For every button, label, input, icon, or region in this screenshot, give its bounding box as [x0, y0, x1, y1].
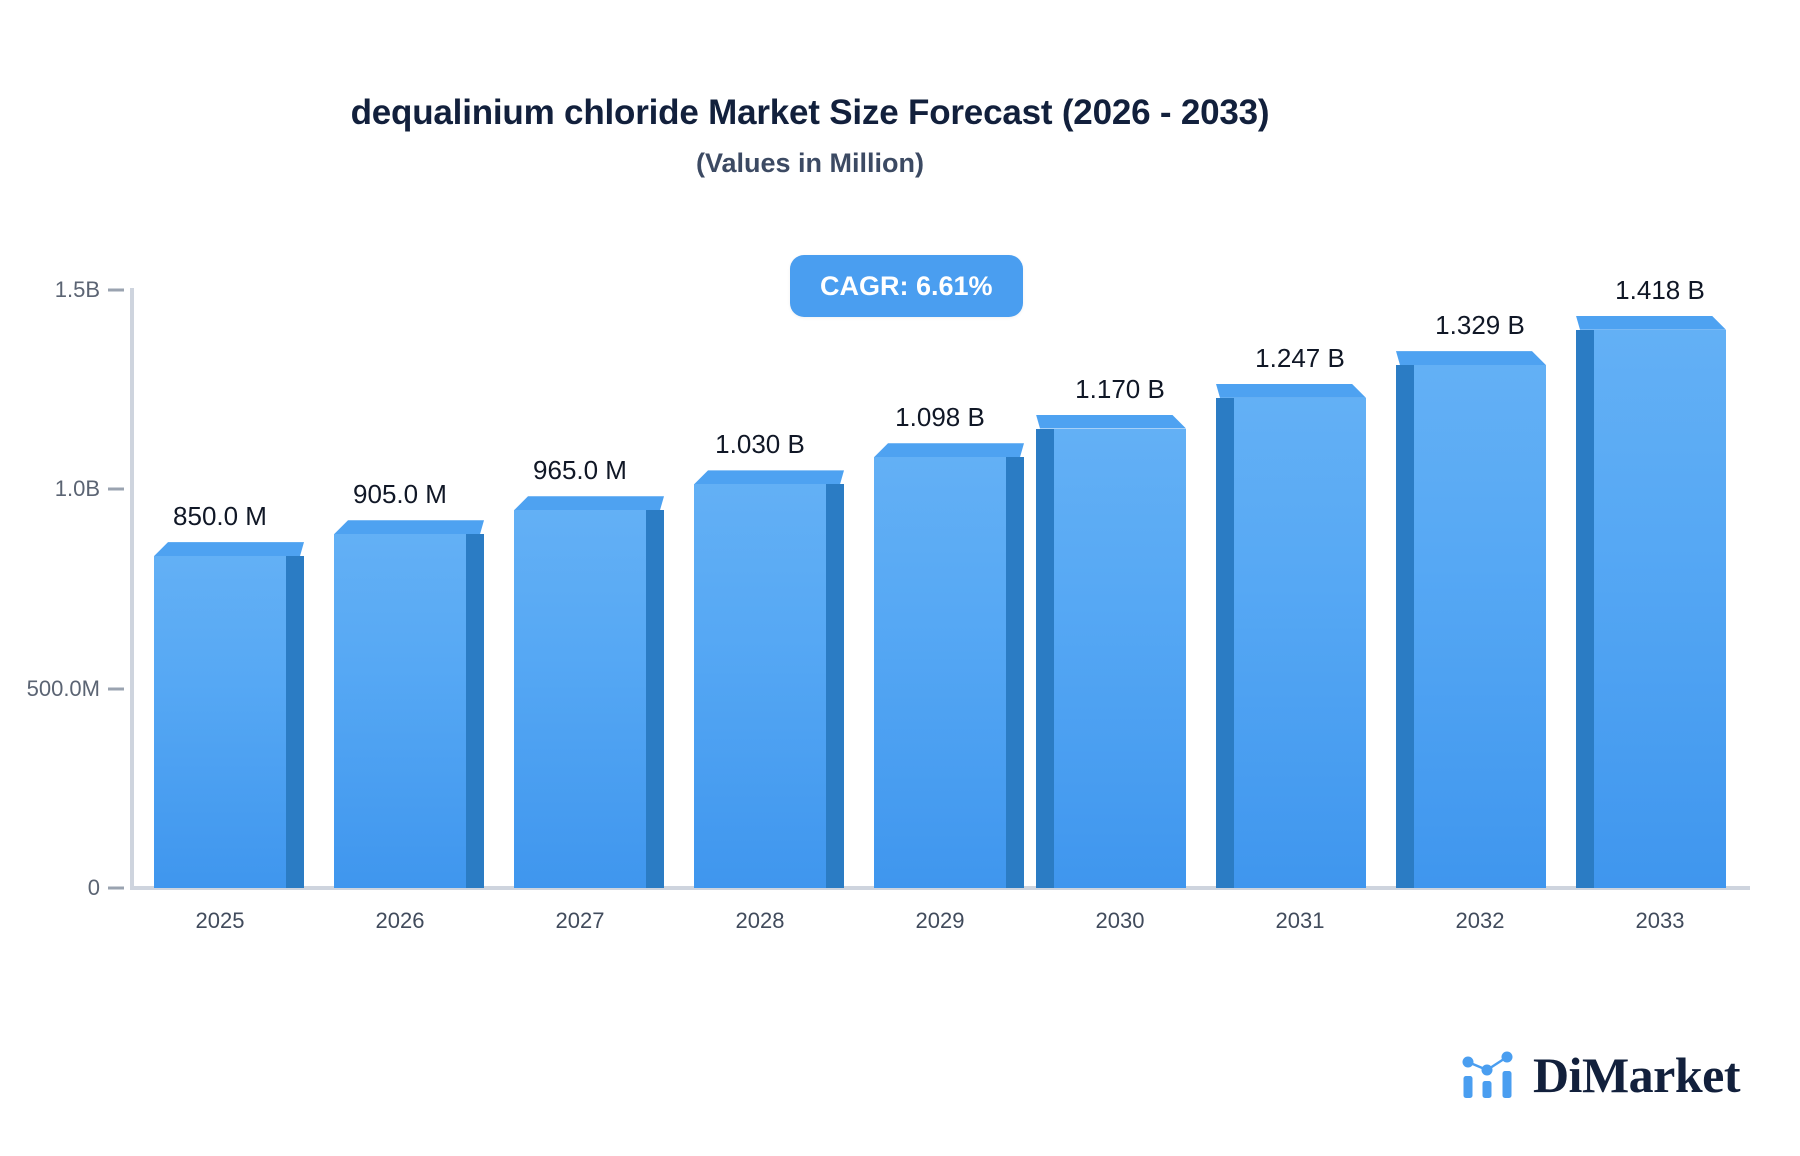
x-tick-label: 2031 [1275, 908, 1325, 933]
x-axis-line [130, 886, 1750, 890]
bar-value-label: 1.098 B [895, 402, 985, 433]
bar-front-face [1234, 397, 1366, 888]
bar-value-label: 1.247 B [1255, 342, 1345, 373]
x-tick-label: 2029 [915, 908, 965, 933]
x-tick-label: 2027 [555, 908, 605, 933]
y-tick-label: 500.0M [26, 675, 100, 701]
bar-front-face [1594, 329, 1726, 888]
chart-subtitle: (Values in Million) [695, 148, 925, 178]
bar-2027[interactable]: 965.0 M [514, 455, 664, 888]
bar-top-face [514, 496, 664, 510]
bar-top-face [154, 542, 304, 556]
brand-name: DiMarket [1532, 1047, 1741, 1103]
bar-chart-dots-icon [1462, 1051, 1513, 1098]
bar-front-face [1054, 428, 1186, 888]
bar-value-label: 1.170 B [1075, 373, 1165, 404]
bar-top-face [1216, 384, 1366, 398]
bar-2032[interactable]: 1.329 B [1396, 310, 1546, 888]
x-tick-label: 2028 [735, 908, 785, 933]
y-axis-line [130, 288, 134, 890]
bar-top-face [334, 520, 484, 534]
bar-top-face [1576, 316, 1726, 330]
y-tick-mark [108, 288, 124, 292]
x-tick-label: 2025 [195, 908, 245, 933]
bar-side-face [1006, 457, 1024, 888]
bar-2030[interactable]: 1.170 B [1036, 374, 1186, 888]
x-tick-label: 2033 [1635, 908, 1685, 933]
bar-2029[interactable]: 1.098 B [874, 402, 1024, 888]
bar-top-face [694, 470, 844, 484]
bar-value-label: 1.329 B [1435, 310, 1525, 341]
y-tick-mark [108, 886, 124, 890]
y-tick-label: 0 [87, 875, 100, 900]
bar-2028[interactable]: 1.030 B [694, 429, 844, 888]
bar-value-label: 1.030 B [715, 429, 805, 460]
bar-side-face [826, 484, 844, 888]
bar-front-face [514, 510, 646, 888]
bar-2025[interactable]: 850.0 M [154, 501, 304, 888]
x-tick-label: 2030 [1095, 908, 1145, 933]
x-tick-label: 2032 [1455, 908, 1505, 933]
page-title: dequalinium chloride Market Size Forecas… [350, 93, 1270, 132]
bar-side-face [286, 556, 304, 888]
x-tick-label: 2026 [375, 908, 425, 933]
bar-value-label: 905.0 M [353, 479, 447, 510]
bar-front-face [154, 556, 286, 888]
bar-side-face [1576, 329, 1594, 888]
bar-side-face [1396, 365, 1414, 888]
y-tick-label: 1.0B [54, 476, 100, 502]
y-tick-label: 1.5B [54, 277, 100, 302]
bar-front-face [1414, 365, 1546, 888]
cagr-badge: CAGR: 6.61% [790, 255, 1023, 317]
bar-2031[interactable]: 1.247 B [1216, 343, 1366, 888]
bar-top-face [1396, 351, 1546, 365]
bar-side-face [646, 510, 664, 888]
bar-side-face [1216, 397, 1234, 888]
y-tick-mark [108, 487, 124, 491]
bar-2026[interactable]: 905.0 M [334, 479, 484, 888]
bar-top-face [874, 443, 1024, 457]
bar-front-face [874, 457, 1006, 888]
bar-side-face [466, 534, 484, 888]
bar-front-face [694, 484, 826, 888]
bar-side-face [1036, 428, 1054, 888]
bar-value-label: 850.0 M [173, 501, 267, 532]
bar-front-face [334, 534, 466, 888]
bar-2033[interactable]: 1.418 B [1576, 275, 1726, 888]
y-tick-mark [108, 687, 124, 691]
brand-logo: DiMarket [1461, 1047, 1741, 1103]
bar-value-label: 965.0 M [533, 455, 627, 486]
bar-value-label: 1.418 B [1615, 274, 1705, 305]
bar-top-face [1036, 415, 1186, 429]
